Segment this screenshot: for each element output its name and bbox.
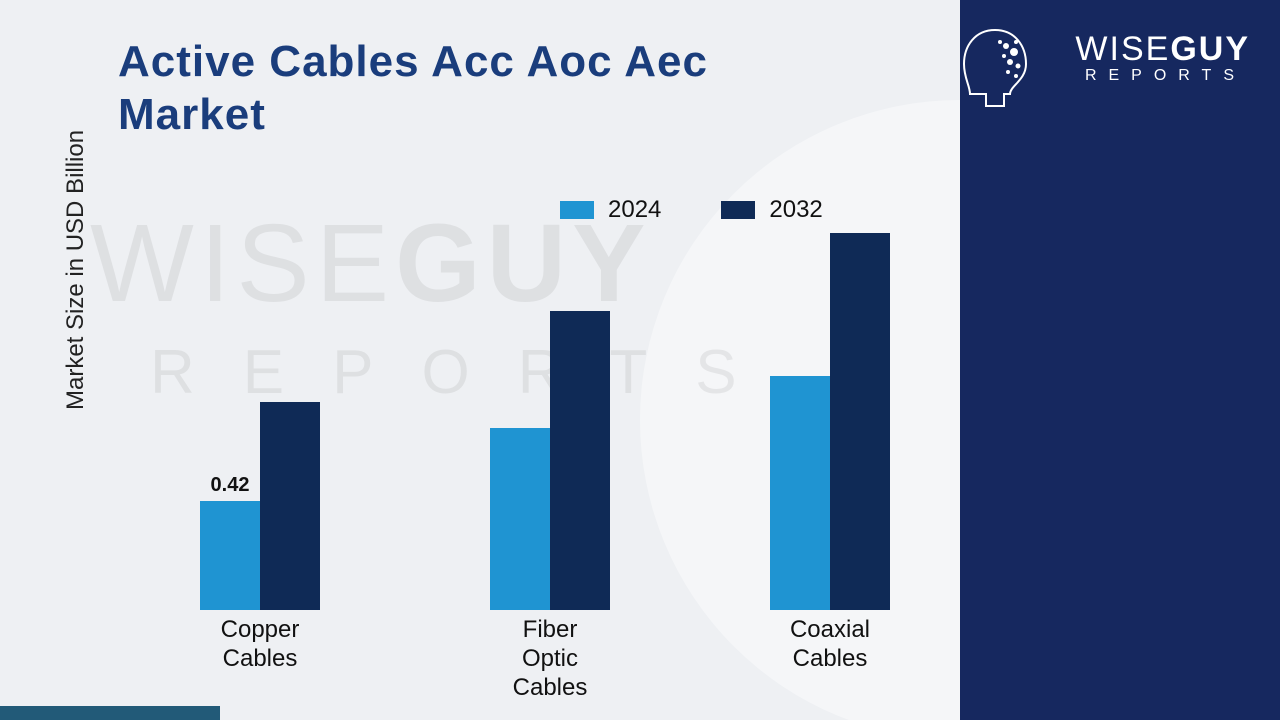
logo-line2: REPORTS	[1075, 67, 1250, 85]
legend-swatch-2032	[721, 201, 755, 219]
bar	[490, 428, 550, 610]
brand-logo: WISEGUY REPORTS	[1075, 30, 1250, 85]
category-label: CopperCables	[170, 610, 350, 674]
right-panel	[960, 0, 1280, 720]
y-axis-label: Market Size in USD Billion	[62, 130, 90, 410]
bar	[200, 501, 260, 610]
legend-swatch-2024	[560, 201, 594, 219]
logo-line1b: GUY	[1170, 30, 1250, 68]
bar	[770, 376, 830, 610]
logo-head-icon	[960, 28, 1030, 108]
category-label: CoaxialCables	[740, 610, 920, 674]
bar	[550, 311, 610, 610]
chart-canvas: WISEGUY REPORTS WISEGUY REPORTS Active C…	[0, 0, 1280, 720]
bar	[260, 402, 320, 610]
category-label: FiberOpticCables	[460, 610, 640, 702]
bar-value-label: 0.42	[190, 474, 270, 497]
bar	[830, 233, 890, 610]
decor-bottom-bar	[0, 706, 220, 720]
chart-title: Active Cables Acc Aoc Aec Market	[118, 36, 858, 142]
logo-line1a: WISE	[1075, 30, 1170, 68]
plot-area: 0.42CopperCablesFiberOpticCablesCoaxialC…	[120, 220, 940, 610]
